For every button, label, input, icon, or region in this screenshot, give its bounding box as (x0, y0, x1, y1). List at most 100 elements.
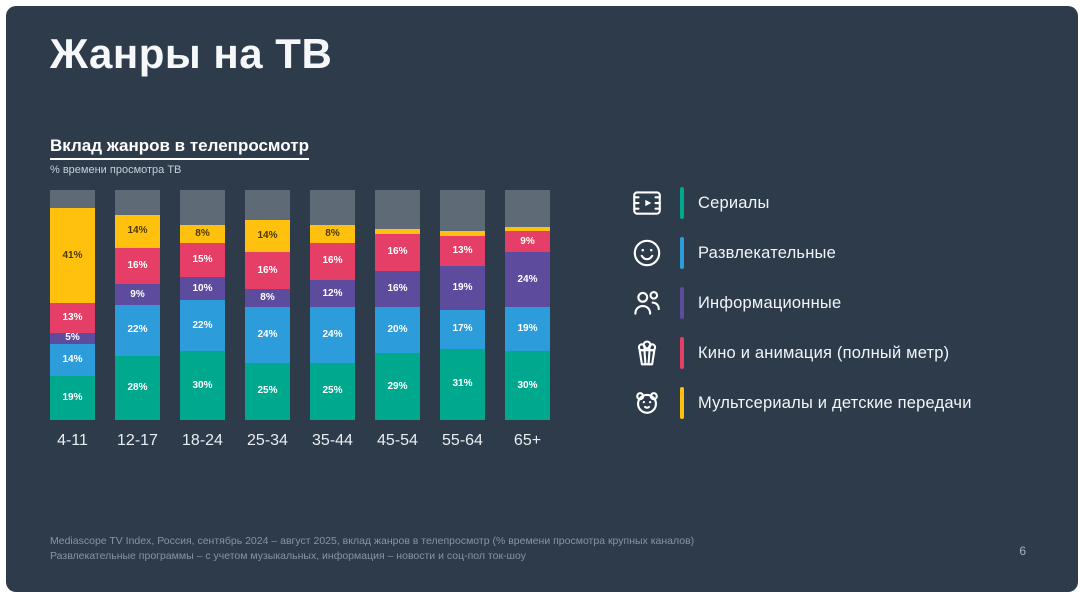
segment-value-label: 24% (517, 273, 538, 285)
series-icon (630, 186, 664, 220)
segment-value-label: 8% (195, 227, 210, 239)
segment-value-label: 30% (517, 379, 538, 391)
legend-label: Развлекательные (698, 243, 836, 262)
bar-segment: 25% (310, 362, 355, 420)
segment-value-label: 8% (260, 292, 275, 304)
segment-value-label: 19% (517, 323, 538, 335)
bar-segment (50, 190, 95, 209)
bar-segment (440, 190, 485, 232)
bar-segment: 20% (375, 307, 420, 354)
bar-segment: 16% (375, 270, 420, 308)
legend-color-tick (680, 387, 684, 419)
segment-value-label: 8% (325, 227, 340, 239)
bar-stack: 30% 19% 24% 9% (505, 190, 550, 420)
bar-segment: 16% (245, 252, 290, 289)
segment-value-label: 14% (127, 225, 148, 237)
segment-value-label: 20% (387, 324, 408, 336)
bar-segment: 13% (440, 236, 485, 266)
chart-title: Вклад жанров в телепросмотр (50, 136, 309, 160)
bar-segment: 22% (115, 305, 160, 356)
page-number: 6 (1019, 544, 1026, 558)
chart-subtitle: % времени просмотра ТВ (50, 164, 182, 176)
bar-stack: 30% 22% 10% 15% 8% (180, 190, 225, 420)
segment-value-label: 22% (192, 319, 213, 331)
bar-column-65+: 30% 19% 24% 9% 65+ (505, 190, 550, 450)
teddy-bear-icon (630, 386, 664, 420)
legend-item: Мультсериалы и детские передачи (630, 386, 972, 420)
legend-color-tick (680, 237, 684, 269)
segment-value-label: 24% (257, 328, 278, 340)
segment-value-label: 16% (127, 259, 148, 271)
chart-legend: Сериалы Развлекательные Информационные Кино… (630, 186, 972, 420)
bar-segment: 28% (115, 355, 160, 420)
bar-segment (180, 190, 225, 225)
bar-segment (440, 231, 485, 237)
bar-segment (245, 190, 290, 220)
legend-color-tick (680, 337, 684, 369)
segment-value-label: 17% (452, 323, 473, 335)
x-axis-label: 45-54 (377, 432, 418, 449)
segment-value-label: 16% (257, 264, 278, 276)
smiley-icon (630, 236, 664, 270)
segment-value-label: 30% (192, 379, 213, 391)
bar-segment: 19% (50, 376, 95, 420)
segment-value-label: 16% (387, 282, 408, 294)
bar-column-55-64: 31% 17% 19% 13% 55-64 (440, 190, 485, 450)
source-footnote: Mediascope TV Index, Россия, сентябрь 20… (50, 534, 958, 564)
x-axis-label: 4-11 (57, 432, 88, 449)
segment-value-label: 16% (322, 255, 343, 267)
bar-segment: 24% (505, 252, 550, 308)
bar-segment: 14% (115, 215, 160, 248)
popcorn-icon (630, 336, 664, 370)
bar-segment: 16% (375, 233, 420, 271)
legend-item: Развлекательные (630, 236, 972, 270)
stacked-bar-chart: 19% 14% 5% 13% 41% 4-11 28% 22% 9% 16% 14% 12-17 30%… (50, 190, 550, 450)
legend-item: Сериалы (630, 186, 972, 220)
segment-value-label: 28% (127, 381, 148, 393)
bar-segment: 30% (505, 351, 550, 420)
legend-label: Сериалы (698, 193, 770, 212)
bar-stack: 28% 22% 9% 16% 14% (115, 190, 160, 420)
bar-segment: 25% (245, 362, 290, 420)
bar-stack: 29% 20% 16% 16% (375, 190, 420, 420)
segment-value-label: 9% (130, 288, 145, 300)
segment-value-label: 5% (65, 332, 80, 344)
bar-segment: 5% (50, 332, 95, 345)
segment-value-label: 22% (127, 324, 148, 336)
bar-segment: 16% (115, 247, 160, 285)
legend-item: Кино и анимация (полный метр) (630, 336, 972, 370)
bar-segment: 41% (50, 208, 95, 303)
segment-value-label: 13% (62, 311, 83, 323)
segment-value-label: 12% (322, 287, 343, 299)
segment-value-label: 24% (322, 328, 343, 340)
bar-segment: 15% (180, 242, 225, 278)
x-axis-label: 35-44 (312, 432, 353, 449)
bar-stack: 31% 17% 19% 13% (440, 190, 485, 420)
bar-segment: 30% (180, 351, 225, 420)
slide: Жанры на ТВ Вклад жанров в телепросмотр … (6, 6, 1078, 592)
bar-stack: 25% 24% 8% 16% 14% (245, 190, 290, 420)
x-axis-label: 65+ (513, 432, 542, 449)
people-icon (630, 286, 664, 320)
bar-segment (115, 190, 160, 216)
segment-value-label: 15% (192, 254, 213, 266)
x-axis-label: 25-34 (247, 432, 288, 449)
bar-segment (505, 226, 550, 232)
bar-segment (505, 190, 550, 227)
segment-value-label: 13% (452, 244, 473, 256)
segment-value-label: 14% (257, 230, 278, 242)
segment-value-label: 10% (192, 282, 213, 294)
bar-segment: 9% (505, 231, 550, 253)
segment-value-label: 19% (452, 281, 473, 293)
footnote-line-1: Mediascope TV Index, Россия, сентябрь 20… (50, 535, 695, 547)
segment-value-label: 19% (62, 392, 83, 404)
legend-label: Кино и анимация (полный метр) (698, 343, 950, 362)
bar-segment: 19% (505, 307, 550, 351)
bar-segment: 29% (375, 353, 420, 420)
bar-column-18-24: 30% 22% 10% 15% 8% 18-24 (180, 190, 225, 450)
segment-value-label: 25% (257, 385, 278, 397)
legend-label: Информационные (698, 293, 842, 312)
bar-segment: 8% (310, 224, 355, 243)
segment-value-label: 16% (387, 246, 408, 258)
x-axis-label: 18-24 (182, 432, 223, 449)
